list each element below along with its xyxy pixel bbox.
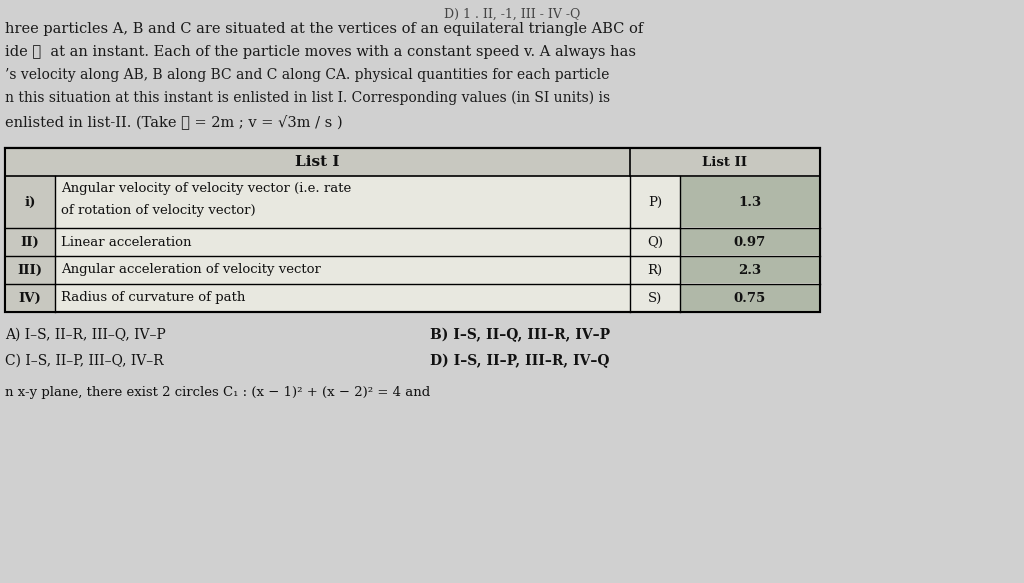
Bar [681,285,819,311]
Text: of rotation of velocity vector): of rotation of velocity vector) [61,204,256,217]
Text: D) I–S, II–P, III–R, IV–Q: D) I–S, II–P, III–R, IV–Q [430,354,609,368]
Bar [681,177,819,227]
Text: A) I–S, II–R, III–Q, IV–P: A) I–S, II–R, III–Q, IV–P [5,328,166,342]
Text: i): i) [25,195,36,209]
Text: 0.97: 0.97 [734,236,766,248]
Text: P): P) [648,195,663,209]
Text: S): S) [648,292,663,304]
Text: II): II) [20,236,39,248]
Text: ’s velocity along AB, B along BC and C along CA. physical quantities for each pa: ’s velocity along AB, B along BC and C a… [5,68,609,82]
Text: Angular velocity of velocity vector (i.e. rate: Angular velocity of velocity vector (i.e… [61,182,351,195]
Text: Radius of curvature of path: Radius of curvature of path [61,292,246,304]
Text: hree particles A, B and C are situated at the vertices of an equilateral triangl: hree particles A, B and C are situated a… [5,22,643,36]
Text: 1.3: 1.3 [738,195,762,209]
Text: III): III) [17,264,43,276]
Text: Linear acceleration: Linear acceleration [61,236,191,248]
Text: 0.75: 0.75 [734,292,766,304]
Bar [681,257,819,283]
Text: enlisted in list-II. (Take ℓ = 2m ; v = √3m / s ): enlisted in list-II. (Take ℓ = 2m ; v = … [5,114,343,129]
Bar [5,284,55,312]
Bar [5,176,55,228]
Text: n this situation at this instant is enlisted in list I. Corresponding values (in: n this situation at this instant is enli… [5,91,610,106]
Text: n x-y plane, there exist 2 circles C₁ : (x − 1)² + (x − 2)² = 4 and: n x-y plane, there exist 2 circles C₁ : … [5,386,430,399]
Bar [681,229,819,255]
Bar [5,148,820,312]
Bar [5,148,820,312]
Text: IV): IV) [18,292,41,304]
Text: ide ℓ  at an instant. Each of the particle moves with a constant speed v. A alwa: ide ℓ at an instant. Each of the particl… [5,45,636,59]
Text: Angular acceleration of velocity vector: Angular acceleration of velocity vector [61,264,321,276]
Bar [5,256,55,284]
Bar [5,228,55,256]
Text: List I: List I [295,155,340,169]
Text: 2.3: 2.3 [738,264,762,276]
Text: Q): Q) [647,236,663,248]
Bar [630,148,820,176]
Text: R): R) [647,264,663,276]
Text: C) I–S, II–P, III–Q, IV–R: C) I–S, II–P, III–Q, IV–R [5,354,164,368]
Bar [5,148,630,176]
Text: D) 1 . II, -1, III - IV -Q: D) 1 . II, -1, III - IV -Q [443,8,581,21]
Text: List II: List II [702,156,748,168]
Text: B) I–S, II–Q, III–R, IV–P: B) I–S, II–Q, III–R, IV–P [430,328,610,342]
